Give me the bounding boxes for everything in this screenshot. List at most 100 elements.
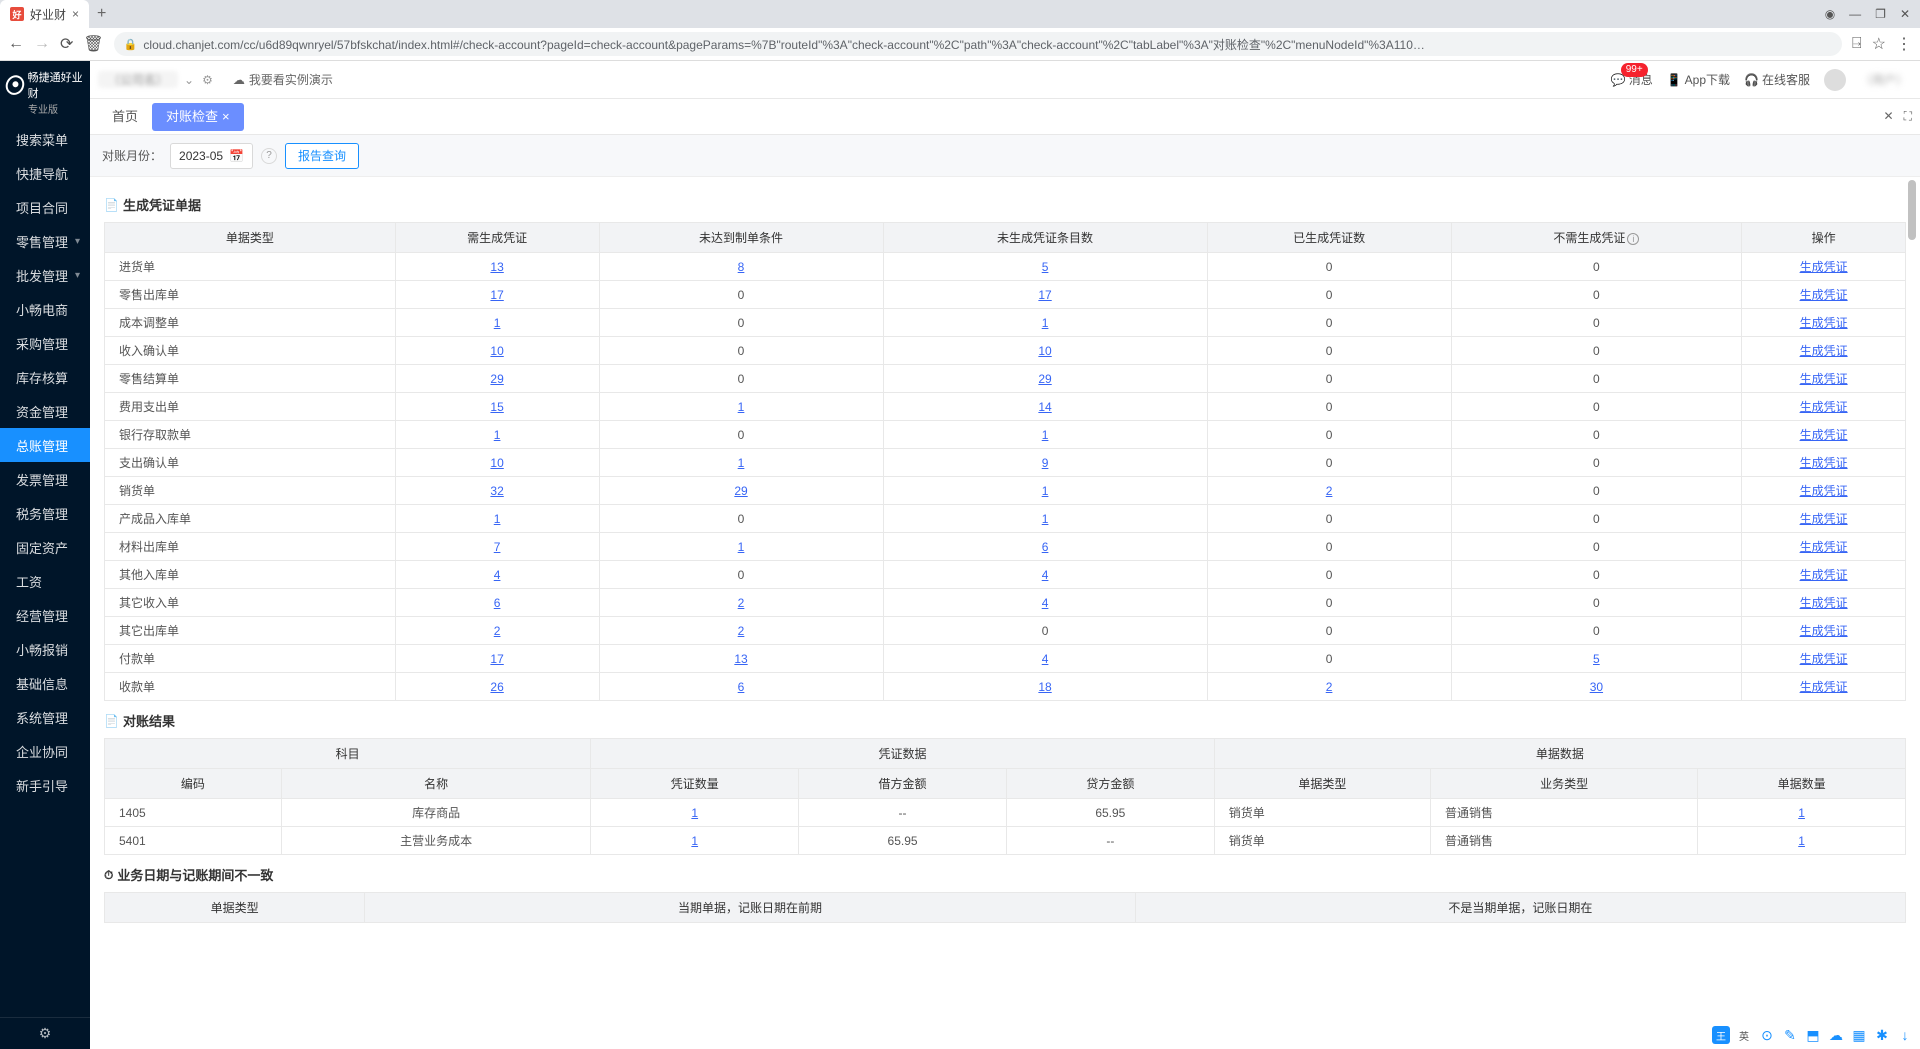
- menu-icon[interactable]: ⋮: [1896, 34, 1912, 54]
- user-avatar[interactable]: [1824, 69, 1846, 91]
- browser-tab[interactable]: 好 好业财 ×: [0, 0, 89, 28]
- table-cell[interactable]: 2: [599, 589, 883, 617]
- table-cell[interactable]: 15: [395, 393, 599, 421]
- operation-cell[interactable]: 生成凭证: [1742, 617, 1906, 645]
- company-settings-icon[interactable]: ⚙: [202, 73, 213, 87]
- table-cell[interactable]: 13: [599, 645, 883, 673]
- help-icon[interactable]: ?: [261, 148, 277, 164]
- tab-home[interactable]: 首页: [98, 103, 152, 131]
- operation-cell[interactable]: 生成凭证: [1742, 309, 1906, 337]
- table-cell[interactable]: 1: [1698, 799, 1906, 827]
- operation-cell[interactable]: 生成凭证: [1742, 365, 1906, 393]
- table-cell[interactable]: 6: [599, 673, 883, 701]
- info-icon[interactable]: i: [1627, 233, 1639, 245]
- message-button[interactable]: 💬 消息 99+: [1611, 71, 1653, 88]
- settings-gear-icon[interactable]: ⚙: [39, 1025, 52, 1042]
- sidebar-item[interactable]: 固定资产: [0, 530, 90, 564]
- new-tab-button[interactable]: +: [89, 5, 114, 23]
- sidebar-item[interactable]: 库存核算: [0, 360, 90, 394]
- tab-close-icon[interactable]: ×: [222, 109, 230, 124]
- tray-ime-icon[interactable]: 英: [1735, 1026, 1753, 1044]
- customer-service-button[interactable]: 🎧 在线客服: [1744, 71, 1810, 88]
- operation-cell[interactable]: 生成凭证: [1742, 673, 1906, 701]
- table-cell[interactable]: 18: [883, 673, 1207, 701]
- table-cell[interactable]: 1: [395, 309, 599, 337]
- close-all-tabs-icon[interactable]: ✕: [1884, 109, 1894, 124]
- tray-icon[interactable]: ✱: [1873, 1026, 1891, 1044]
- table-cell[interactable]: 4: [883, 561, 1207, 589]
- table-cell[interactable]: 5: [883, 253, 1207, 281]
- operation-cell[interactable]: 生成凭证: [1742, 449, 1906, 477]
- operation-cell[interactable]: 生成凭证: [1742, 505, 1906, 533]
- operation-cell[interactable]: 生成凭证: [1742, 533, 1906, 561]
- table-cell[interactable]: 1: [599, 449, 883, 477]
- tray-icon[interactable]: ▦: [1850, 1026, 1868, 1044]
- tray-icon[interactable]: 王: [1712, 1026, 1730, 1044]
- forward-icon[interactable]: →: [34, 35, 50, 53]
- table-cell[interactable]: 1: [395, 421, 599, 449]
- sidebar-item[interactable]: 搜索菜单: [0, 122, 90, 156]
- table-cell[interactable]: 30: [1451, 673, 1742, 701]
- sidebar-item[interactable]: 工资: [0, 564, 90, 598]
- star-icon[interactable]: ☆: [1872, 34, 1886, 54]
- sidebar-item[interactable]: 发票管理: [0, 462, 90, 496]
- table-cell[interactable]: 7: [395, 533, 599, 561]
- sidebar-item[interactable]: 项目合同: [0, 190, 90, 224]
- report-query-button[interactable]: 报告查询: [285, 143, 359, 169]
- table-cell[interactable]: 17: [395, 281, 599, 309]
- table-cell[interactable]: 1: [599, 533, 883, 561]
- table-cell[interactable]: 4: [395, 561, 599, 589]
- sidebar-item[interactable]: 资金管理: [0, 394, 90, 428]
- table-cell[interactable]: 2: [1207, 673, 1451, 701]
- sidebar-item[interactable]: 企业协同: [0, 734, 90, 768]
- sidebar-item[interactable]: 采购管理: [0, 326, 90, 360]
- close-window-icon[interactable]: ✕: [1900, 7, 1910, 21]
- table-cell[interactable]: 1: [883, 505, 1207, 533]
- demo-link[interactable]: ☁ 我要看实例演示: [233, 71, 333, 88]
- table-cell[interactable]: 2: [1207, 477, 1451, 505]
- sidebar-item[interactable]: 经营管理: [0, 598, 90, 632]
- table-cell[interactable]: 29: [599, 477, 883, 505]
- table-cell[interactable]: 10: [395, 449, 599, 477]
- sidebar-item[interactable]: 总账管理: [0, 428, 90, 462]
- chevron-down-icon[interactable]: ⌄: [184, 73, 194, 87]
- table-cell[interactable]: 9: [883, 449, 1207, 477]
- table-cell[interactable]: 13: [395, 253, 599, 281]
- table-cell[interactable]: 17: [883, 281, 1207, 309]
- table-cell[interactable]: 1: [591, 799, 799, 827]
- table-cell[interactable]: 29: [395, 365, 599, 393]
- table-cell[interactable]: 17: [395, 645, 599, 673]
- reload-icon[interactable]: ⟳: [60, 34, 73, 54]
- sidebar-item[interactable]: 批发管理▾: [0, 258, 90, 292]
- table-cell[interactable]: 1: [883, 309, 1207, 337]
- table-cell[interactable]: 1: [599, 393, 883, 421]
- sidebar-item[interactable]: 税务管理: [0, 496, 90, 530]
- account-icon[interactable]: ◉: [1825, 7, 1835, 21]
- operation-cell[interactable]: 生成凭证: [1742, 477, 1906, 505]
- tab-check-account[interactable]: 对账检查×: [152, 103, 244, 131]
- sidebar-item[interactable]: 基础信息: [0, 666, 90, 700]
- sidebar-item[interactable]: 小畅报销: [0, 632, 90, 666]
- table-cell[interactable]: 1: [591, 827, 799, 855]
- operation-cell[interactable]: 生成凭证: [1742, 281, 1906, 309]
- operation-cell[interactable]: 生成凭证: [1742, 589, 1906, 617]
- table-cell[interactable]: 5: [1451, 645, 1742, 673]
- tray-icon[interactable]: ✎: [1781, 1026, 1799, 1044]
- tray-icon[interactable]: ↓: [1896, 1026, 1914, 1044]
- table-cell[interactable]: 1: [883, 477, 1207, 505]
- operation-cell[interactable]: 生成凭证: [1742, 253, 1906, 281]
- month-input[interactable]: 2023-05 📅: [170, 143, 253, 169]
- company-selector[interactable]: （公司名）: [98, 71, 178, 88]
- minimize-icon[interactable]: —: [1849, 7, 1861, 21]
- tray-icon[interactable]: ⬒: [1804, 1026, 1822, 1044]
- table-cell[interactable]: 1: [1698, 827, 1906, 855]
- tab-close-icon[interactable]: ×: [72, 7, 79, 21]
- operation-cell[interactable]: 生成凭证: [1742, 645, 1906, 673]
- table-cell[interactable]: 4: [883, 589, 1207, 617]
- table-cell[interactable]: 2: [395, 617, 599, 645]
- table-cell[interactable]: 32: [395, 477, 599, 505]
- table-cell[interactable]: 8: [599, 253, 883, 281]
- table-cell[interactable]: 29: [883, 365, 1207, 393]
- back-icon[interactable]: ←: [8, 35, 24, 53]
- maximize-icon[interactable]: ❐: [1875, 7, 1886, 21]
